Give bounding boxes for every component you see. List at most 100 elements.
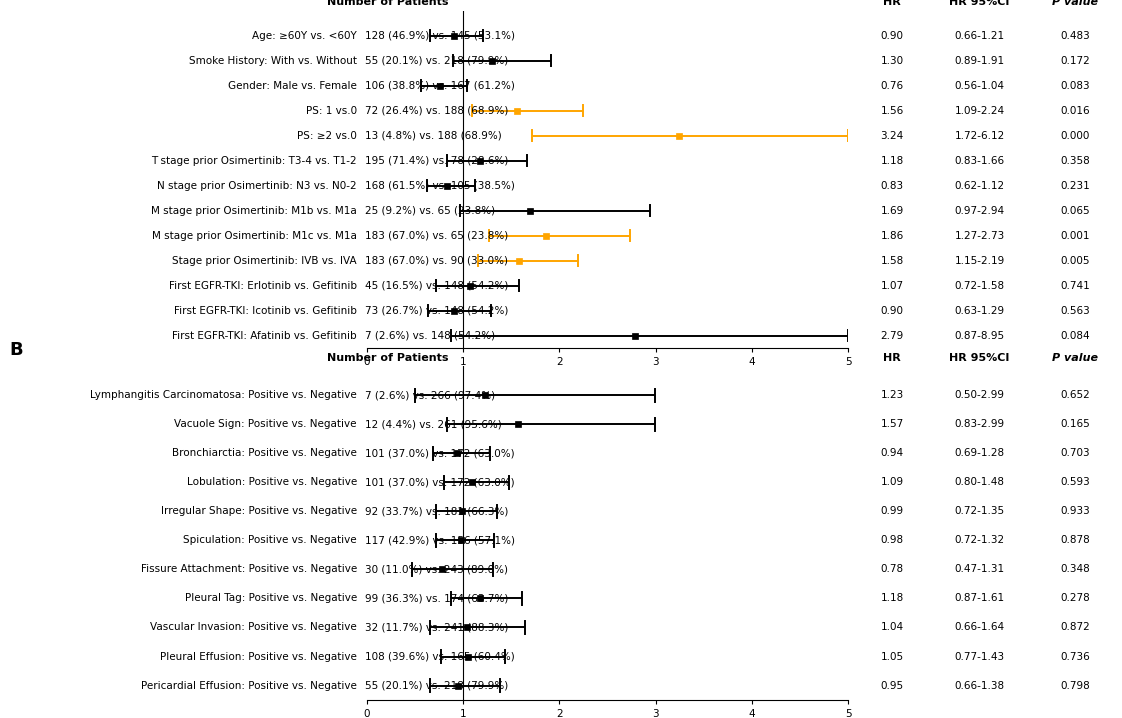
Text: 0.95: 0.95	[881, 681, 903, 691]
Text: 0.483: 0.483	[1060, 31, 1089, 41]
Text: Lymphangitis Carcinomatosa: Positive vs. Negative: Lymphangitis Carcinomatosa: Positive vs.…	[90, 390, 357, 400]
Text: 0.66-1.21: 0.66-1.21	[955, 31, 1004, 41]
Text: A: A	[9, 0, 22, 4]
Text: 0.90: 0.90	[881, 31, 903, 41]
Text: 0.005: 0.005	[1060, 256, 1089, 266]
Text: 2.79: 2.79	[881, 331, 903, 341]
Text: HR: HR	[883, 0, 901, 7]
Text: N stage prior Osimertinib: N3 vs. N0-2: N stage prior Osimertinib: N3 vs. N0-2	[157, 181, 357, 191]
Text: 0.47-1.31: 0.47-1.31	[955, 564, 1004, 574]
Text: 0.741: 0.741	[1060, 281, 1089, 291]
Text: 0.99: 0.99	[881, 506, 903, 516]
Text: 1.27-2.73: 1.27-2.73	[955, 230, 1004, 241]
Text: 1.18: 1.18	[881, 156, 903, 166]
Text: 0.98: 0.98	[881, 536, 903, 546]
Text: First EGFR-TKI: Icotinib vs. Gefitinib: First EGFR-TKI: Icotinib vs. Gefitinib	[174, 306, 357, 316]
Text: 0.872: 0.872	[1060, 623, 1089, 633]
Text: Number of Patients: Number of Patients	[328, 353, 449, 363]
Text: Age: ≥60Y vs. <60Y: Age: ≥60Y vs. <60Y	[252, 31, 357, 41]
Text: 25 (9.2%) vs. 65 (23.8%): 25 (9.2%) vs. 65 (23.8%)	[365, 206, 495, 215]
Text: 128 (46.9%) vs. 145 (53.1%): 128 (46.9%) vs. 145 (53.1%)	[365, 31, 515, 41]
Text: 0.94: 0.94	[881, 448, 903, 458]
Text: Pericardial Effusion: Positive vs. Negative: Pericardial Effusion: Positive vs. Negat…	[141, 681, 357, 691]
Text: 1.05: 1.05	[881, 651, 903, 661]
Text: 195 (71.4%) vs. 78 (28.6%): 195 (71.4%) vs. 78 (28.6%)	[365, 156, 508, 166]
Text: 0.72-1.35: 0.72-1.35	[955, 506, 1004, 516]
Text: 0.87-8.95: 0.87-8.95	[955, 331, 1004, 341]
Text: 0.358: 0.358	[1060, 156, 1089, 166]
Text: 0.56-1.04: 0.56-1.04	[955, 80, 1004, 90]
Text: 0.000: 0.000	[1060, 131, 1089, 141]
Text: 45 (16.5%) vs. 148 (54.2%): 45 (16.5%) vs. 148 (54.2%)	[365, 281, 508, 291]
Text: Lobulation: Positive vs. Negative: Lobulation: Positive vs. Negative	[186, 477, 357, 488]
Text: 0.593: 0.593	[1060, 477, 1089, 488]
Text: T stage prior Osimertinib: T3-4 vs. T1-2: T stage prior Osimertinib: T3-4 vs. T1-2	[151, 156, 357, 166]
Text: 7 (2.6%) vs. 148 (54.2%): 7 (2.6%) vs. 148 (54.2%)	[365, 331, 495, 341]
Text: 0.80-1.48: 0.80-1.48	[955, 477, 1004, 488]
Text: 101 (37.0%) vs. 172 (63.0%): 101 (37.0%) vs. 172 (63.0%)	[365, 448, 514, 458]
Text: 0.798: 0.798	[1060, 681, 1089, 691]
Text: 108 (39.6%) vs. 165 (60.4%): 108 (39.6%) vs. 165 (60.4%)	[365, 651, 514, 661]
Text: M stage prior Osimertinib: M1c vs. M1a: M stage prior Osimertinib: M1c vs. M1a	[151, 230, 357, 241]
Text: 0.78: 0.78	[881, 564, 903, 574]
Text: 0.084: 0.084	[1060, 331, 1089, 341]
Text: Fissure Attachment: Positive vs. Negative: Fissure Attachment: Positive vs. Negativ…	[140, 564, 357, 574]
Text: 73 (26.7%) vs. 148 (54.2%): 73 (26.7%) vs. 148 (54.2%)	[365, 306, 508, 316]
Text: 1.86: 1.86	[881, 230, 903, 241]
Text: 55 (20.1%) vs. 218 (79.9%): 55 (20.1%) vs. 218 (79.9%)	[365, 681, 508, 691]
Text: 0.76: 0.76	[881, 80, 903, 90]
Text: Irregular Shape: Positive vs. Negative: Irregular Shape: Positive vs. Negative	[160, 506, 357, 516]
Text: 0.66-1.64: 0.66-1.64	[955, 623, 1004, 633]
Text: Number of Patients: Number of Patients	[328, 0, 449, 7]
Text: 3.24: 3.24	[881, 131, 903, 141]
Text: 1.58: 1.58	[881, 256, 903, 266]
Text: P value: P value	[1052, 353, 1097, 363]
Text: First EGFR-TKI: Afatinib vs. Gefitinib: First EGFR-TKI: Afatinib vs. Gefitinib	[172, 331, 357, 341]
Text: First EGFR-TKI: Erlotinib vs. Gefitinib: First EGFR-TKI: Erlotinib vs. Gefitinib	[168, 281, 357, 291]
Text: 92 (33.7%) vs. 181 (66.3%): 92 (33.7%) vs. 181 (66.3%)	[365, 506, 508, 516]
Text: 0.736: 0.736	[1060, 651, 1089, 661]
Text: 32 (11.7%) vs. 241 (88.3%): 32 (11.7%) vs. 241 (88.3%)	[365, 623, 508, 633]
Text: 1.23: 1.23	[881, 390, 903, 400]
Text: 0.62-1.12: 0.62-1.12	[955, 181, 1004, 191]
Text: 1.30: 1.30	[881, 56, 903, 66]
Text: 7 (2.6%) vs. 266 (97.4%): 7 (2.6%) vs. 266 (97.4%)	[365, 390, 495, 400]
Text: Smoke History: With vs. Without: Smoke History: With vs. Without	[188, 56, 357, 66]
Text: 99 (36.3%) vs. 174 (63.7%): 99 (36.3%) vs. 174 (63.7%)	[365, 594, 508, 603]
Text: 1.09-2.24: 1.09-2.24	[955, 106, 1004, 116]
Text: HR: HR	[883, 353, 901, 363]
Text: 1.56: 1.56	[881, 106, 903, 116]
Text: 13 (4.8%) vs. 188 (68.9%): 13 (4.8%) vs. 188 (68.9%)	[365, 131, 502, 141]
Text: 0.72-1.58: 0.72-1.58	[955, 281, 1004, 291]
Text: 0.77-1.43: 0.77-1.43	[955, 651, 1004, 661]
Text: 0.933: 0.933	[1060, 506, 1089, 516]
Text: 1.72-6.12: 1.72-6.12	[955, 131, 1004, 141]
Text: 0.083: 0.083	[1060, 80, 1089, 90]
Text: 0.001: 0.001	[1060, 230, 1089, 241]
Text: 0.66-1.38: 0.66-1.38	[955, 681, 1004, 691]
Text: Spiculation: Positive vs. Negative: Spiculation: Positive vs. Negative	[183, 536, 357, 546]
Text: 101 (37.0%) vs. 172 (63.0%): 101 (37.0%) vs. 172 (63.0%)	[365, 477, 514, 488]
Text: 0.165: 0.165	[1060, 419, 1089, 429]
Text: 183 (67.0%) vs. 65 (23.8%): 183 (67.0%) vs. 65 (23.8%)	[365, 230, 508, 241]
Text: 1.07: 1.07	[881, 281, 903, 291]
Text: 0.69-1.28: 0.69-1.28	[955, 448, 1004, 458]
Text: Stage prior Osimertinib: IVB vs. IVA: Stage prior Osimertinib: IVB vs. IVA	[172, 256, 357, 266]
Text: P value: P value	[1052, 0, 1097, 7]
Text: Pleural Tag: Positive vs. Negative: Pleural Tag: Positive vs. Negative	[184, 594, 357, 603]
Text: M stage prior Osimertinib: M1b vs. M1a: M stage prior Osimertinib: M1b vs. M1a	[151, 206, 357, 215]
Text: PS: ≥2 vs.0: PS: ≥2 vs.0	[297, 131, 357, 141]
Text: 0.97-2.94: 0.97-2.94	[955, 206, 1004, 215]
Text: 1.18: 1.18	[881, 594, 903, 603]
Text: 0.90: 0.90	[881, 306, 903, 316]
Text: HR 95%CI: HR 95%CI	[949, 353, 1010, 363]
Text: Vascular Invasion: Positive vs. Negative: Vascular Invasion: Positive vs. Negative	[150, 623, 357, 633]
Text: 106 (38.8%) vs. 167 (61.2%): 106 (38.8%) vs. 167 (61.2%)	[365, 80, 515, 90]
Text: Pleural Effusion: Positive vs. Negative: Pleural Effusion: Positive vs. Negative	[160, 651, 357, 661]
Text: 183 (67.0%) vs. 90 (33.0%): 183 (67.0%) vs. 90 (33.0%)	[365, 256, 507, 266]
Text: 12 (4.4%) vs. 261 (95.6%): 12 (4.4%) vs. 261 (95.6%)	[365, 419, 502, 429]
Text: 72 (26.4%) vs. 188 (68.9%): 72 (26.4%) vs. 188 (68.9%)	[365, 106, 508, 116]
Text: 30 (11.0%) vs. 243 (89.0%): 30 (11.0%) vs. 243 (89.0%)	[365, 564, 507, 574]
Text: 0.703: 0.703	[1060, 448, 1089, 458]
Text: 1.15-2.19: 1.15-2.19	[955, 256, 1004, 266]
